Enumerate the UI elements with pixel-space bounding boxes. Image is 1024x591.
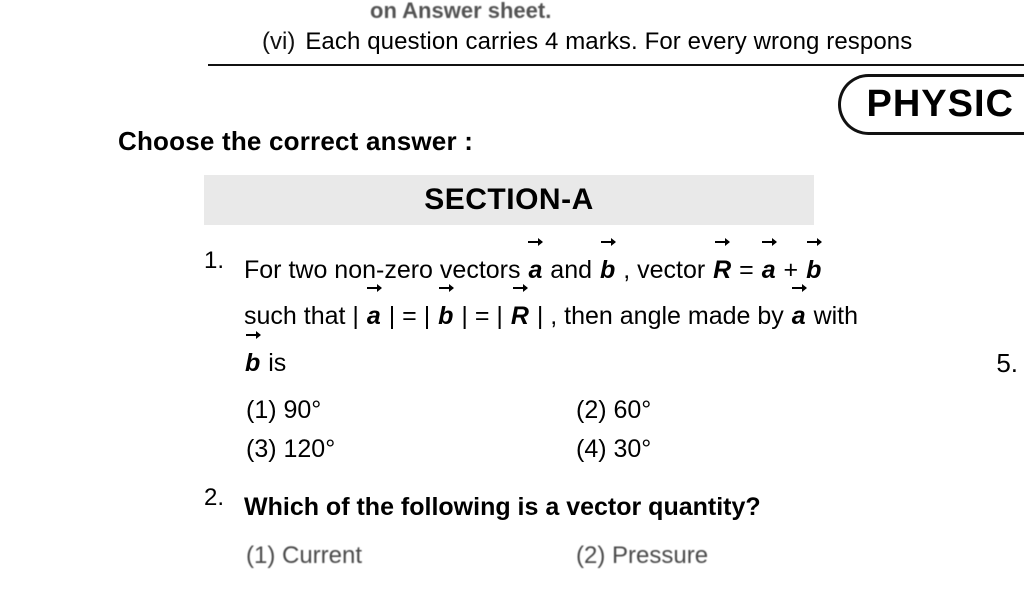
vector-r-letter: R (511, 302, 529, 330)
vector-a: a (527, 247, 543, 293)
next-question-number-5: 5. (996, 348, 1018, 379)
question-2-body: Which of the following is a vector quant… (244, 484, 1024, 530)
option-2-2: (2) Pressure (576, 542, 876, 570)
q1-text-part: is (268, 349, 286, 377)
section-a-bar: SECTION-A (204, 175, 814, 225)
question-1-options: (1) 90° (2) 60° (3) 120° (4) 30° (246, 396, 1024, 464)
vector-b: b (599, 247, 616, 293)
q1-text-part: | = | (389, 302, 437, 330)
vector-b: b (805, 247, 822, 293)
vector-a-letter: a (762, 256, 776, 284)
vector-a-letter: a (528, 256, 542, 284)
question-1: 1. For two non-zero vectors a and b , ve… (204, 247, 1024, 386)
q1-text-part: + (784, 256, 806, 284)
instruction-row-vi: (vi) Each question carries 4 marks. For … (262, 28, 1024, 56)
vector-a-letter: a (367, 302, 381, 330)
option-2-1: (1) Current (246, 542, 576, 570)
q1-text-part: such that | (244, 302, 366, 330)
subject-pill-physics: PHYSIC (838, 74, 1024, 135)
q1-text-part: and (550, 256, 599, 284)
vector-b-letter: b (438, 302, 453, 330)
option-1-4: (4) 30° (576, 435, 876, 464)
vector-r: R (712, 247, 732, 293)
instruction-text-vi: Each question carries 4 marks. For every… (305, 28, 912, 56)
vector-a: a (366, 293, 382, 339)
q1-text-part: , vector (623, 256, 712, 284)
option-1-2: (2) 60° (576, 396, 876, 425)
vector-b-letter: b (245, 349, 260, 377)
vector-b-letter: b (600, 256, 615, 284)
vector-b: b (437, 293, 454, 339)
question-1-number: 1. (204, 247, 244, 275)
question-2: 2. Which of the following is a vector qu… (204, 484, 1024, 530)
option-1-1: (1) 90° (246, 396, 576, 425)
vector-a: a (791, 293, 807, 339)
vector-a-letter: a (792, 302, 806, 330)
q1-text-part: For two non-zero vectors (244, 256, 527, 284)
subject-pill-label: PHYSIC (867, 83, 1014, 125)
instruction-num-vi: (vi) (262, 28, 295, 56)
instruction-previous-line: on Answer sheet. (370, 0, 1024, 24)
divider-line (208, 64, 1024, 66)
vector-r: R (510, 293, 530, 339)
q1-text-part: | , then angle made by (537, 302, 791, 330)
question-2-options-partial: (1) Current (2) Pressure (246, 542, 1024, 570)
q1-text-part: = (739, 256, 761, 284)
vector-r-letter: R (713, 256, 731, 284)
option-1-3: (3) 120° (246, 435, 576, 464)
question-2-number: 2. (204, 484, 244, 512)
vector-b: b (244, 340, 261, 386)
question-1-body: For two non-zero vectors a and b , vecto… (244, 247, 1024, 386)
page-root: on Answer sheet. (vi) Each question carr… (0, 0, 1024, 589)
vector-b-letter: b (806, 256, 821, 284)
bottom-crop-fade (0, 569, 1024, 589)
section-a-label: SECTION-A (424, 183, 594, 216)
q1-text-part: | = | (461, 302, 509, 330)
vector-a: a (761, 247, 777, 293)
q1-text-part: with (814, 302, 858, 330)
